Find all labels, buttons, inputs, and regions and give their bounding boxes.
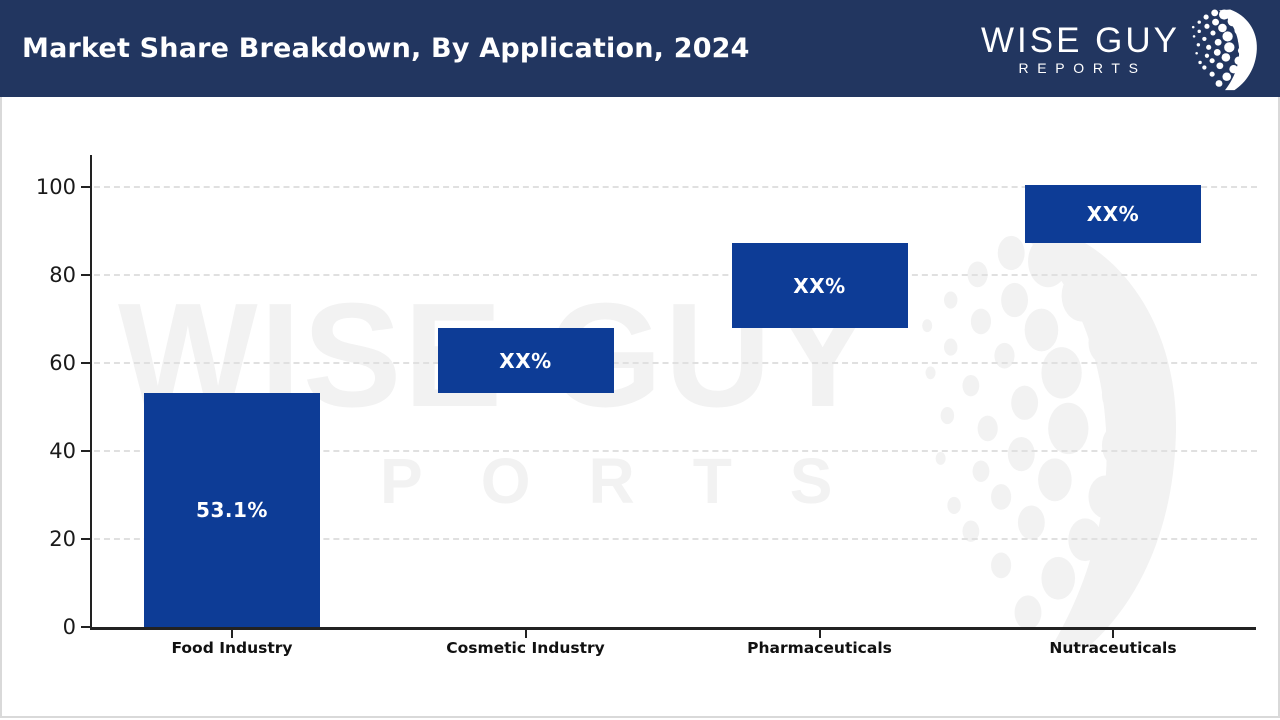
wise-guy-reports-logo: WISE GUY REPORTS [981, 7, 1262, 91]
bar-nutraceuticals: XX% [1025, 185, 1201, 244]
header-bar: Market Share Breakdown, By Application, … [0, 0, 1280, 97]
y-tick-0 [81, 626, 90, 628]
y-tick-60 [81, 362, 90, 364]
bar-value-label: XX% [499, 348, 552, 373]
x-tick-0 [231, 630, 233, 638]
x-category-label-1: Cosmetic Industry [446, 639, 605, 657]
logo-text: WISE GUY REPORTS [981, 23, 1180, 75]
y-tick-label-80: 80 [49, 263, 76, 287]
y-tick-100 [81, 186, 90, 188]
chart-title: Market Share Breakdown, By Application, … [22, 33, 750, 64]
x-tick-3 [1112, 630, 1114, 638]
y-tick-label-100: 100 [35, 175, 76, 199]
x-tick-2 [818, 630, 821, 638]
bar-cosmetic-industry: XX% [437, 327, 614, 394]
grid-line-20 [94, 538, 1257, 540]
y-tick-label-0: 0 [62, 615, 76, 639]
logo-wordmark: WISE GUY [980, 20, 1180, 60]
x-tick-1 [524, 630, 527, 638]
y-tick-label-60: 60 [49, 351, 76, 375]
dotted-head-icon [1191, 9, 1257, 90]
grid-line-60 [94, 362, 1257, 364]
bar-value-label: 53.1% [196, 498, 268, 523]
grid-line-80 [94, 274, 1257, 276]
logo-subtitle: REPORTS [1018, 59, 1147, 76]
y-tick-label-40: 40 [49, 439, 76, 463]
bar-food-industry: 53.1% [144, 393, 320, 627]
y-tick-label-20: 20 [49, 527, 76, 551]
x-category-label-2: Pharmaceuticals [747, 639, 892, 657]
y-axis-line [90, 155, 92, 629]
grid-line-40 [94, 450, 1257, 452]
grid-line-100 [94, 186, 1257, 188]
x-category-label-3: Nutraceuticals [1049, 639, 1177, 657]
bar-pharmaceuticals: XX% [731, 243, 908, 328]
y-tick-80 [81, 274, 90, 276]
watermark-subtitle: PORTS [380, 445, 891, 517]
y-tick-20 [81, 538, 90, 540]
watermark-dotted-head-icon [922, 235, 1177, 647]
x-category-label-0: Food Industry [171, 639, 293, 657]
y-tick-40 [81, 450, 90, 452]
x-axis-line [90, 627, 1256, 630]
bar-value-label: XX% [793, 273, 846, 298]
bar-value-label: XX% [1086, 202, 1140, 227]
chart-area: WISE GUY PORTS 0 20 40 60 80 100 53.1% Food Ind… [0, 97, 1280, 718]
